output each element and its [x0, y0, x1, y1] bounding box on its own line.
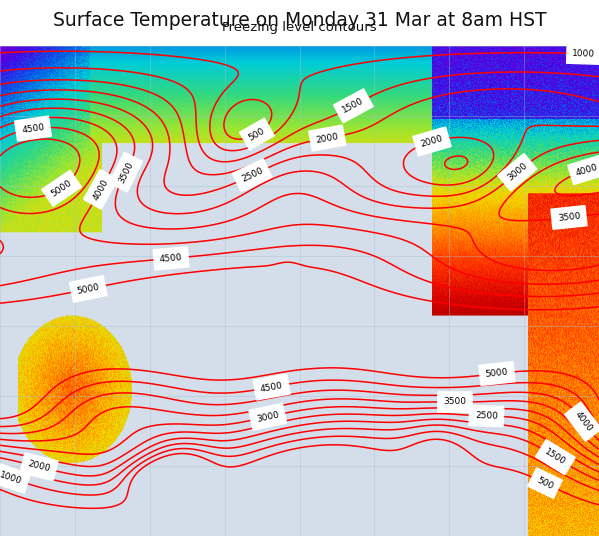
Text: 3500: 3500	[117, 160, 135, 184]
Text: 4500: 4500	[21, 123, 45, 135]
Text: Surface Temperature on Monday 31 Mar at 8am HST: Surface Temperature on Monday 31 Mar at …	[53, 11, 546, 31]
Text: 5000: 5000	[76, 282, 101, 296]
Text: 500: 500	[247, 126, 267, 142]
Text: 3500: 3500	[443, 398, 467, 406]
Text: 500: 500	[536, 475, 555, 491]
Text: 2000: 2000	[27, 460, 52, 474]
Text: 3500: 3500	[557, 212, 581, 223]
Text: 4500: 4500	[159, 253, 183, 264]
Text: 1500: 1500	[341, 96, 365, 115]
Text: 5000: 5000	[50, 178, 74, 198]
Text: 4000: 4000	[573, 410, 594, 434]
Text: 1500: 1500	[543, 447, 568, 467]
Text: 4000: 4000	[574, 162, 599, 177]
Text: 3000: 3000	[506, 161, 529, 183]
Text: 4500: 4500	[260, 381, 284, 393]
Text: 1000: 1000	[0, 470, 23, 486]
Text: 2000: 2000	[315, 132, 339, 145]
Text: Freezing level contours: Freezing level contours	[222, 21, 377, 34]
Text: 2000: 2000	[420, 134, 444, 149]
Text: 1000: 1000	[573, 49, 595, 58]
Text: 3000: 3000	[256, 410, 280, 423]
Text: 2500: 2500	[475, 411, 498, 421]
Text: 4000: 4000	[91, 177, 110, 202]
Text: 2500: 2500	[240, 166, 265, 184]
Text: 5000: 5000	[485, 368, 509, 379]
